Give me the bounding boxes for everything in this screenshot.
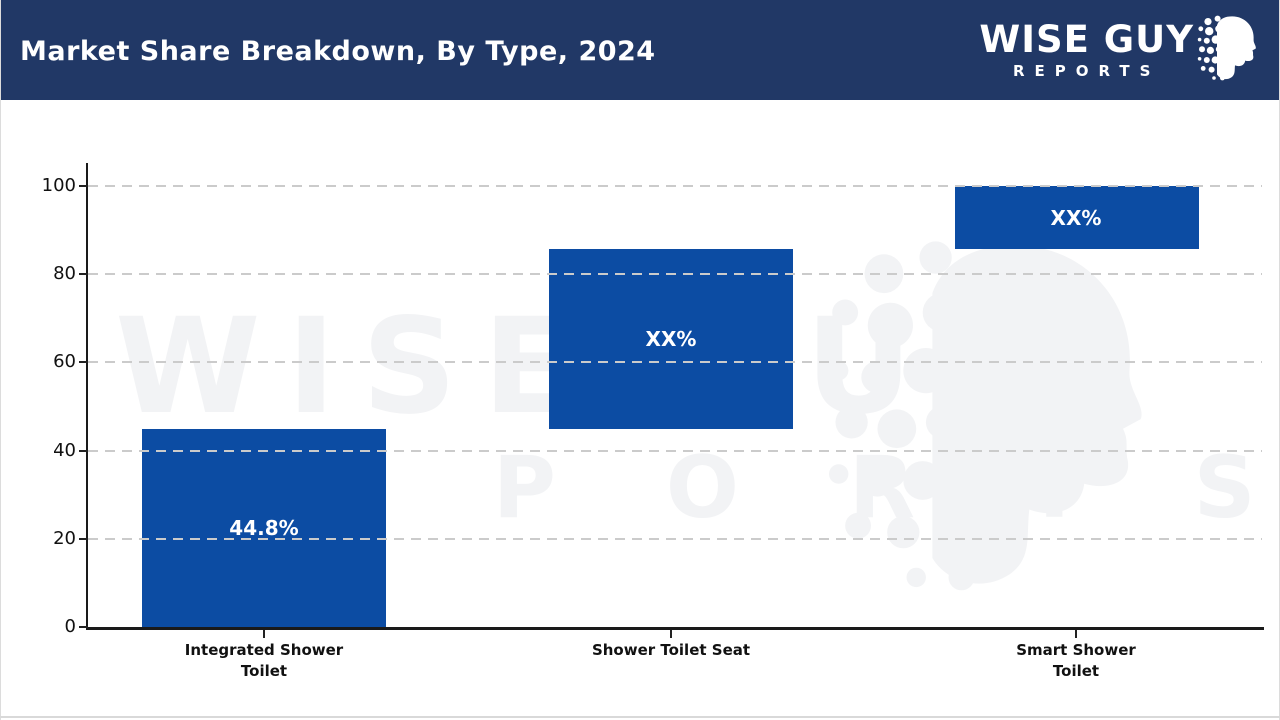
y-tick-label: 20: [53, 527, 76, 549]
y-tick-mark: [79, 626, 88, 628]
bar-segment: [142, 429, 386, 627]
y-tick-mark: [79, 537, 88, 540]
header-bar: Market Share Breakdown, By Type, 2024 WI…: [0, 0, 1280, 100]
watermark-face-icon: [829, 241, 1142, 591]
brand-subname: REPORTS: [1012, 62, 1161, 80]
y-tick-label: 80: [53, 263, 76, 285]
gridline: [88, 449, 1262, 452]
gridline: [88, 537, 1262, 540]
x-tick-mark: [670, 630, 672, 638]
gridline: [88, 273, 1262, 276]
y-axis-line: [86, 163, 88, 629]
x-tick-mark: [263, 630, 265, 638]
y-tick-label: 100: [41, 175, 76, 196]
bar-value-label: XX%: [645, 327, 697, 352]
bar-segment: [955, 186, 1199, 250]
category-label: Smart Shower Toilet: [1016, 641, 1136, 680]
y-tick-label: 0: [64, 616, 76, 637]
chart-area: WISE GUY R E P O R T S 44.8%XX%XX%020406…: [0, 100, 1280, 720]
x-axis-line: [86, 627, 1264, 630]
y-tick-mark: [79, 361, 88, 364]
bar-value-label: XX%: [1050, 205, 1102, 230]
x-tick-mark: [1075, 630, 1077, 638]
y-tick-mark: [79, 449, 88, 452]
bottom-border-line: [0, 716, 1280, 718]
brand-logo-text: WISE GUY REPORTS: [979, 18, 1194, 81]
brand-logo: WISE GUY REPORTS: [979, 6, 1262, 96]
y-tick-label: 40: [53, 439, 76, 461]
category-label: Integrated Shower Toilet: [184, 641, 344, 680]
page-title: Market Share Breakdown, By Type, 2024: [20, 36, 656, 67]
y-tick-mark: [79, 185, 88, 187]
brand-face-icon: [1197, 15, 1256, 81]
bar-value-label: 44.8%: [229, 516, 299, 541]
y-tick-label: 60: [53, 351, 76, 373]
gridline: [88, 185, 1262, 187]
category-label: Shower Toilet Seat: [591, 641, 751, 659]
y-tick-mark: [79, 273, 88, 276]
gridline: [88, 361, 1262, 364]
brand-name: WISE GUY: [979, 18, 1194, 61]
bar-segment: [549, 249, 793, 430]
